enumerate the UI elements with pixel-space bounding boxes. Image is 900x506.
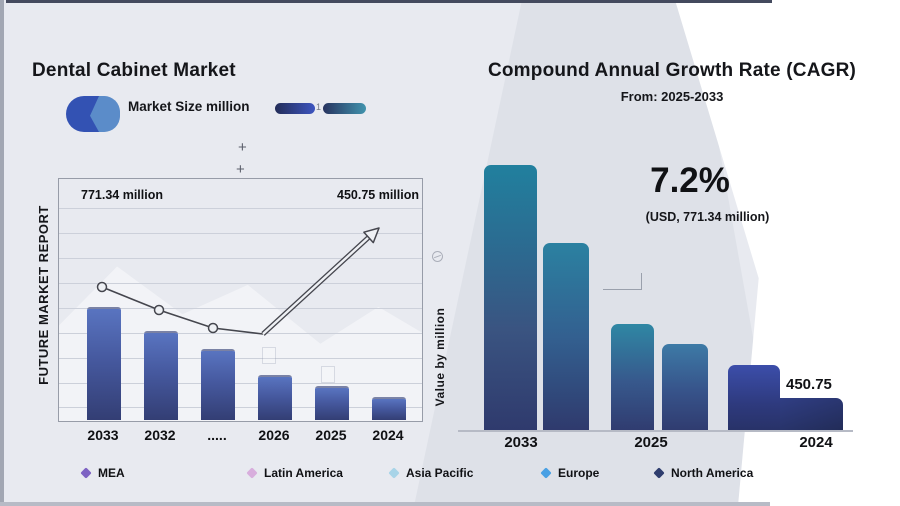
cagr-subtitle: From: 2025-2033 — [620, 89, 724, 104]
x-label-2024: 2024 — [372, 427, 404, 443]
gridline — [59, 233, 422, 234]
x-label-2033: 2033 — [504, 434, 538, 451]
document-icon — [262, 347, 276, 364]
legend-item-mea: MEA — [80, 466, 125, 480]
cagr-bar-2024-a — [728, 365, 780, 430]
market-size-legend-label: Market Size million — [128, 99, 250, 114]
scale-pill-dark — [275, 103, 315, 114]
legend-label: Asia Pacific — [406, 466, 474, 480]
x-label-2032: 2032 — [144, 427, 176, 443]
cagr-title: Compound Annual Growth Rate (CAGR) — [487, 60, 857, 81]
legend-item-north-america: North America — [653, 466, 754, 480]
end-value-label: 450.75 million — [337, 188, 419, 202]
frame-left-edge — [0, 0, 4, 506]
cagr-value: 7.2% — [650, 161, 730, 200]
right-chart-axis-line — [458, 430, 853, 432]
market-size-chart: 771.34 million 450.75 million — [58, 178, 423, 422]
legend-label: Latin America — [264, 466, 343, 480]
gridline — [59, 407, 422, 408]
trend-line — [101, 286, 264, 335]
growth-arrow-head — [363, 227, 380, 244]
legend-label: Europe — [558, 466, 600, 480]
x-label-2024: 2024 — [799, 434, 833, 451]
cagr-bar-2025-a — [611, 324, 654, 430]
cagr-bar-2024-b — [780, 398, 843, 430]
document-icon — [321, 366, 335, 383]
gridline — [59, 308, 422, 309]
trend-marker — [153, 304, 165, 316]
scale-pill-teal — [323, 103, 366, 114]
corner-bracket — [641, 273, 642, 290]
cagr-bar-2033-a — [484, 165, 537, 430]
start-value-label: 771.34 million — [81, 188, 163, 202]
gridline — [59, 283, 422, 284]
x-label-2033: 2033 — [87, 427, 119, 443]
frame-bottom-edge — [0, 502, 770, 506]
annotation-450-75: 450.75 — [786, 376, 832, 393]
gridline — [59, 208, 422, 209]
x-label-2025: 2025 — [315, 427, 347, 443]
legend-item-europe: Europe — [540, 466, 600, 480]
x-label-dots: ..... — [207, 427, 227, 443]
gridline — [59, 258, 422, 259]
x-label-2025: 2025 — [634, 434, 668, 451]
legend-label: North America — [671, 466, 754, 480]
growth-arrow-shaft-fill — [262, 236, 370, 335]
scale-separator: 1 — [316, 102, 322, 112]
bar-2026 — [258, 375, 292, 420]
legend-item-latin-america: Latin America — [246, 466, 343, 480]
gridline — [59, 333, 422, 334]
x-label-2026: 2026 — [258, 427, 290, 443]
gridline — [59, 358, 422, 359]
market-size-cylinder-icon — [66, 96, 120, 132]
frame-top-edge — [6, 0, 772, 3]
page-title: Dental Cabinet Market — [32, 60, 236, 81]
diamond-icon — [388, 467, 400, 479]
bar-gap-years — [201, 349, 235, 420]
bar-2032 — [144, 331, 178, 420]
legend-item-asia-pacific: Asia Pacific — [388, 466, 474, 480]
gridline — [59, 383, 422, 384]
left-chart-y-axis-label: FUTURE MARKET REPORT — [36, 205, 51, 385]
diamond-icon — [540, 467, 552, 479]
diamond-icon — [246, 467, 258, 479]
diamond-icon — [80, 467, 92, 479]
trend-marker — [96, 281, 108, 293]
plus-mark: + — [236, 161, 245, 178]
cagr-bar-2033-b — [543, 243, 589, 430]
trend-marker — [207, 322, 219, 334]
corner-bracket — [603, 289, 642, 290]
slashed-circle-icon — [432, 251, 443, 262]
bar-2025 — [315, 386, 349, 420]
cagr-detail: (USD, 771.34 million) — [645, 210, 770, 224]
cagr-bar-2025-b — [662, 344, 708, 430]
trend-line-and-arrow — [96, 227, 380, 336]
bar-2024 — [372, 397, 406, 420]
legend-label: MEA — [98, 466, 125, 480]
plus-mark: + — [238, 139, 247, 156]
diamond-icon — [653, 467, 665, 479]
bar-2033 — [87, 307, 121, 420]
right-chart-y-axis-label: Value by million — [433, 307, 447, 407]
